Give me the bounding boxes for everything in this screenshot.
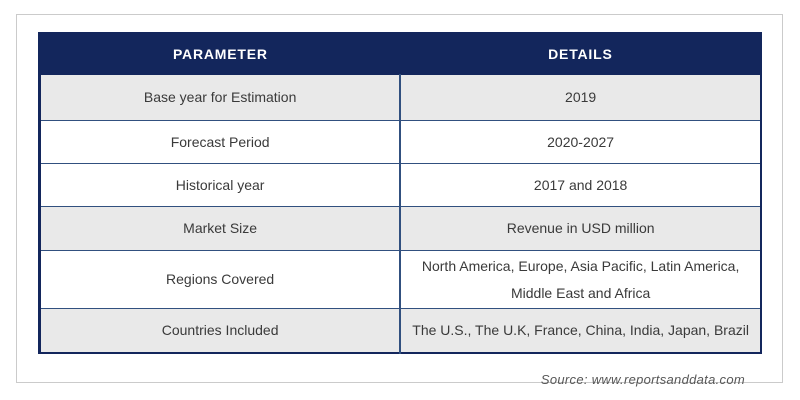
parameter-cell: Base year for Estimation: [39, 74, 402, 121]
source-attribution: Source: www.reportsanddata.com: [540, 372, 745, 387]
table-row: Forecast Period 2020-2027: [39, 120, 762, 164]
parameter-cell: Historical year: [39, 163, 402, 207]
parameter-cell: Forecast Period: [39, 120, 402, 164]
details-cell: Revenue in USD million: [399, 206, 762, 251]
parameter-cell: Countries Included: [39, 308, 402, 354]
details-cell: North America, Europe, Asia Pacific, Lat…: [399, 249, 762, 310]
table-header-row: PARAMETER DETAILS: [39, 32, 762, 75]
details-cell: 2019: [399, 74, 762, 121]
table-row: Base year for Estimation 2019: [39, 74, 762, 121]
table-row: Historical year 2017 and 2018: [39, 163, 762, 207]
header-parameter: PARAMETER: [39, 32, 401, 75]
details-cell: The U.S., The U.K, France, China, India,…: [399, 308, 762, 354]
table-row: Market Size Revenue in USD million: [39, 206, 762, 251]
table-row: Regions Covered North America, Europe, A…: [39, 249, 762, 310]
content-frame: PARAMETER DETAILS Base year for Estimati…: [16, 14, 783, 387]
table-row: Countries Included The U.S., The U.K, Fr…: [39, 308, 762, 354]
details-cell: 2020-2027: [399, 120, 762, 164]
report-scope-table: PARAMETER DETAILS Base year for Estimati…: [38, 32, 762, 354]
parameter-cell: Market Size: [39, 206, 402, 251]
details-cell: 2017 and 2018: [399, 163, 762, 207]
parameter-cell: Regions Covered: [39, 249, 402, 310]
header-details: DETAILS: [399, 32, 762, 75]
